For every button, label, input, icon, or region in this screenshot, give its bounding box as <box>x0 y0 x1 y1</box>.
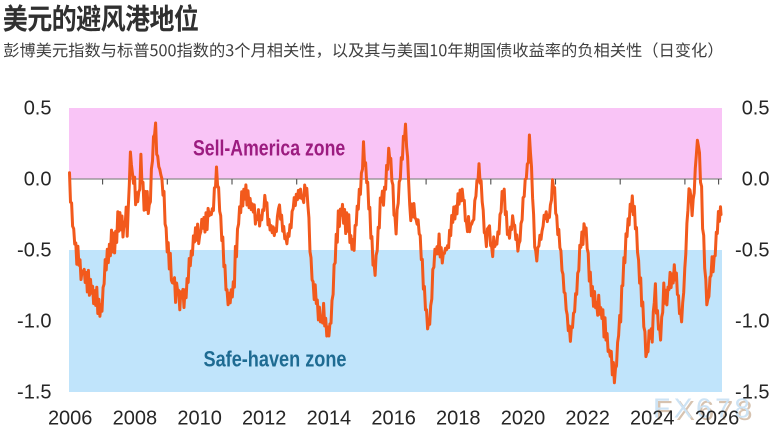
svg-text:2018: 2018 <box>436 408 481 430</box>
svg-text:-0.5: -0.5 <box>17 239 51 261</box>
svg-text:0.5: 0.5 <box>24 97 52 119</box>
svg-text:0.0: 0.0 <box>24 168 52 190</box>
svg-text:2008: 2008 <box>113 408 158 430</box>
svg-text:2022: 2022 <box>565 408 610 430</box>
svg-text:2020: 2020 <box>501 408 546 430</box>
svg-text:2016: 2016 <box>371 408 416 430</box>
svg-text:Safe-haven zone: Safe-haven zone <box>204 347 347 372</box>
svg-text:-0.5: -0.5 <box>735 239 769 261</box>
svg-text:2012: 2012 <box>242 408 287 430</box>
svg-text:2026: 2026 <box>695 408 740 430</box>
svg-text:-1.0: -1.0 <box>735 310 769 332</box>
svg-text:0.0: 0.0 <box>742 168 770 190</box>
svg-text:-1.5: -1.5 <box>17 381 51 403</box>
svg-text:2006: 2006 <box>48 408 93 430</box>
svg-text:2014: 2014 <box>307 408 352 430</box>
svg-text:-1.0: -1.0 <box>17 310 51 332</box>
svg-text:2010: 2010 <box>177 408 222 430</box>
svg-text:FX678: FX678 <box>656 395 757 426</box>
svg-text:Sell-America zone: Sell-America zone <box>193 136 345 161</box>
svg-text:FX678: FX678 <box>653 393 754 424</box>
svg-text:-1.5: -1.5 <box>735 381 769 403</box>
svg-text:2024: 2024 <box>630 408 675 430</box>
svg-text:0.5: 0.5 <box>742 97 770 119</box>
